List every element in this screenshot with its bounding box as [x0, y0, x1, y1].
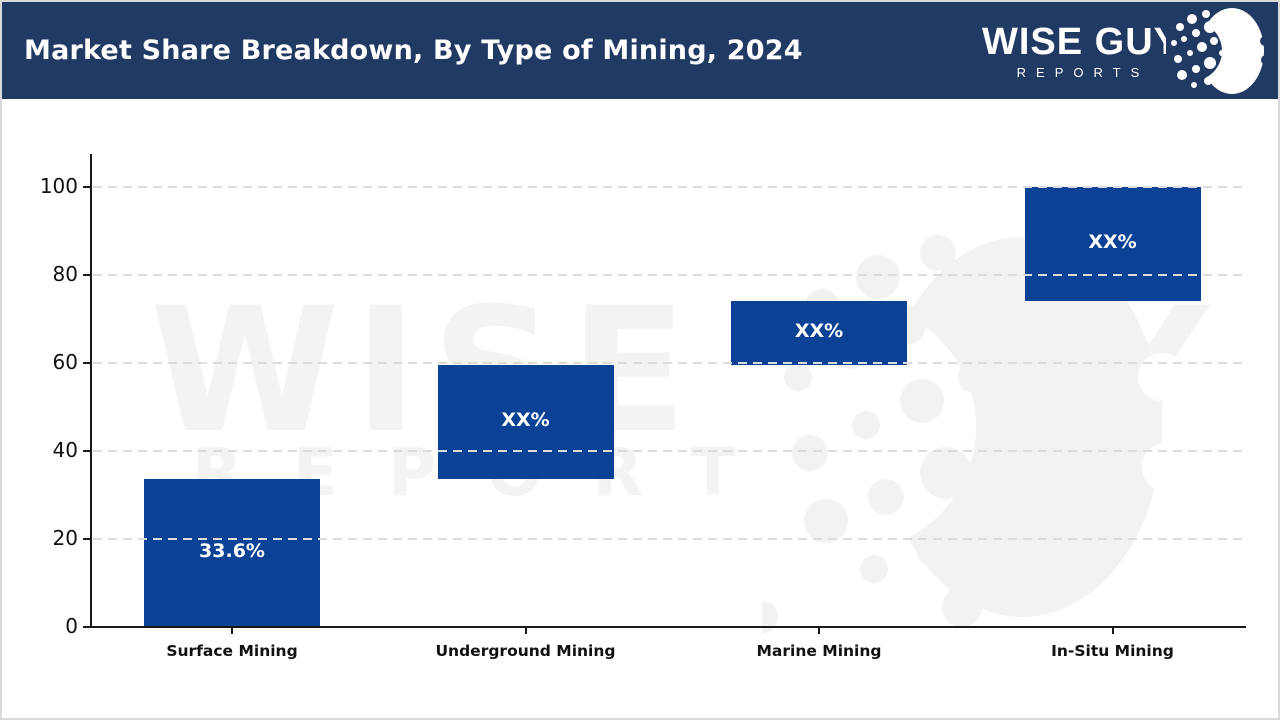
y-tick-label: 20 — [52, 526, 78, 550]
plot-area: 0 20 40 60 80 100 33.6% Surface Mining XX% Underg… — [2, 99, 1278, 718]
x-tick — [524, 628, 527, 634]
y-tick-0 — [83, 626, 91, 628]
y-tick-label: 80 — [52, 262, 78, 286]
x-category-label: Marine Mining — [756, 642, 882, 660]
y-tick-label: 0 — [65, 614, 78, 638]
bar-marine-mining — [731, 300, 907, 365]
y-tick-label: 40 — [52, 438, 78, 462]
gridline-20 — [93, 538, 1245, 540]
y-tick-100 — [83, 186, 91, 188]
bar-value-label: 33.6% — [199, 540, 265, 563]
header: Market Share Breakdown, By Type of Minin… — [2, 2, 1278, 99]
logo-subtitle: REPORTS — [1016, 64, 1150, 80]
gridline-100 — [93, 186, 1245, 188]
logo-face-icon — [1166, 7, 1270, 94]
bar-value-label: XX% — [501, 408, 550, 431]
logo-text: WISE GUY REPORTS — [982, 23, 1180, 79]
page-title: Market Share Breakdown, By Type of Minin… — [24, 35, 803, 66]
y-tick-20 — [83, 538, 91, 540]
gridline-80 — [93, 274, 1245, 276]
bar-value-label: XX% — [1088, 230, 1137, 253]
gridline-40 — [93, 450, 1245, 452]
bar-value-label: XX% — [794, 319, 844, 342]
x-category-label: Surface Mining — [166, 642, 298, 660]
logo-wordmark: WISE GUY — [981, 20, 1180, 63]
y-tick-40 — [83, 450, 91, 452]
y-axis-line — [90, 154, 92, 626]
x-tick — [1111, 628, 1114, 634]
y-tick-label: 100 — [39, 174, 78, 198]
bar-in-situ-mining — [1024, 187, 1201, 301]
x-category-label: In-Situ Mining — [1051, 642, 1174, 660]
wiseguy-logo: WISE GUY REPORTS — [982, 5, 1278, 97]
x-category-label: Underground Mining — [435, 642, 616, 660]
y-tick-80 — [83, 274, 91, 276]
x-axis-line — [90, 626, 1246, 628]
y-tick-60 — [83, 362, 91, 364]
bar-surface-mining — [144, 479, 320, 627]
x-tick — [231, 628, 233, 634]
bar-underground-mining — [437, 364, 614, 480]
gridline-60 — [93, 362, 1245, 364]
watermark-face-icon — [762, 235, 1182, 633]
y-tick-label: 60 — [52, 350, 78, 374]
x-tick — [818, 628, 820, 634]
